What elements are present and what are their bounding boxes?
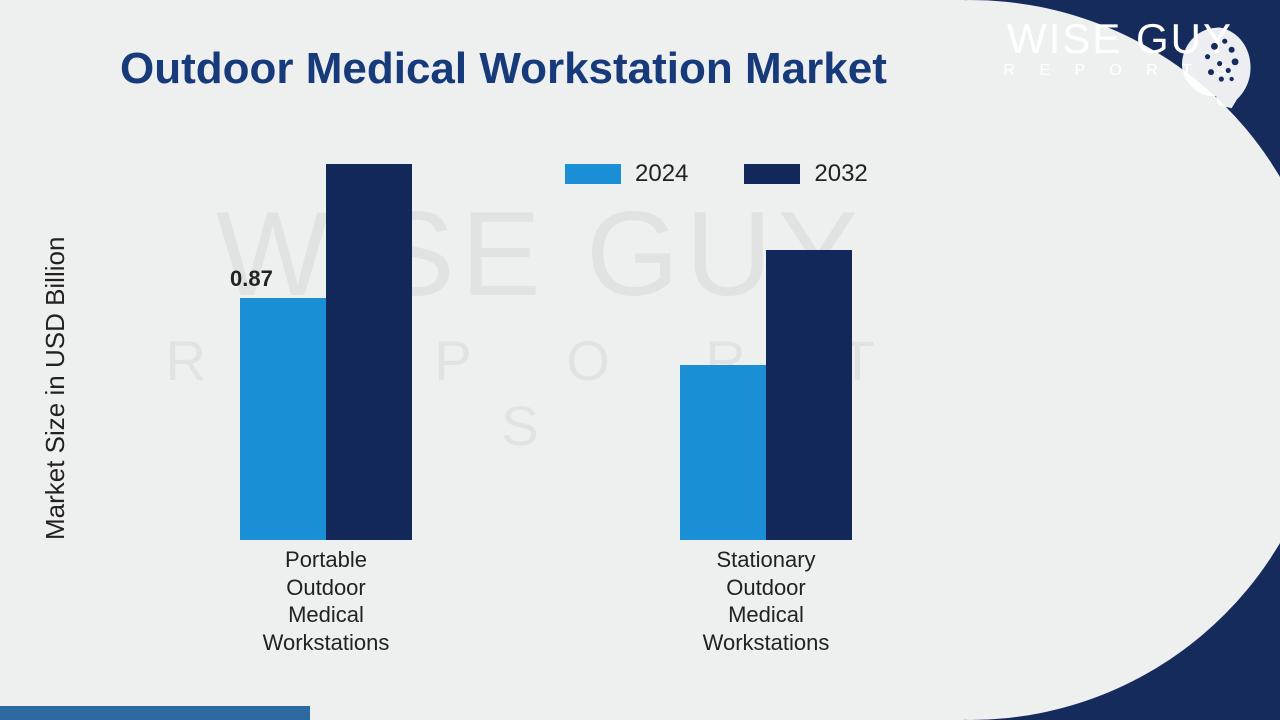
chart-area: 0.87 PortableOutdoorMedicalWorkstationsS… xyxy=(110,150,940,580)
bar-value-label: 0.87 xyxy=(230,266,273,292)
bar xyxy=(766,250,852,540)
bar-group xyxy=(240,164,412,540)
x-category-label: StationaryOutdoorMedicalWorkstations xyxy=(656,546,876,656)
y-axis-label: Market Size in USD Billion xyxy=(40,237,71,540)
logo-head-icon xyxy=(1168,24,1254,110)
x-category-label: PortableOutdoorMedicalWorkstations xyxy=(216,546,436,656)
bar-group xyxy=(680,250,852,540)
stage: Outdoor Medical Workstation Market WISE … xyxy=(0,0,1280,720)
bar xyxy=(240,298,326,540)
plot: 0.87 xyxy=(110,150,940,540)
bar xyxy=(326,164,412,540)
bar xyxy=(680,365,766,541)
brand-logo: WISE GUY R E P O R T S xyxy=(980,18,1260,80)
chart-title: Outdoor Medical Workstation Market xyxy=(120,44,887,94)
bottom-strip xyxy=(0,706,310,720)
